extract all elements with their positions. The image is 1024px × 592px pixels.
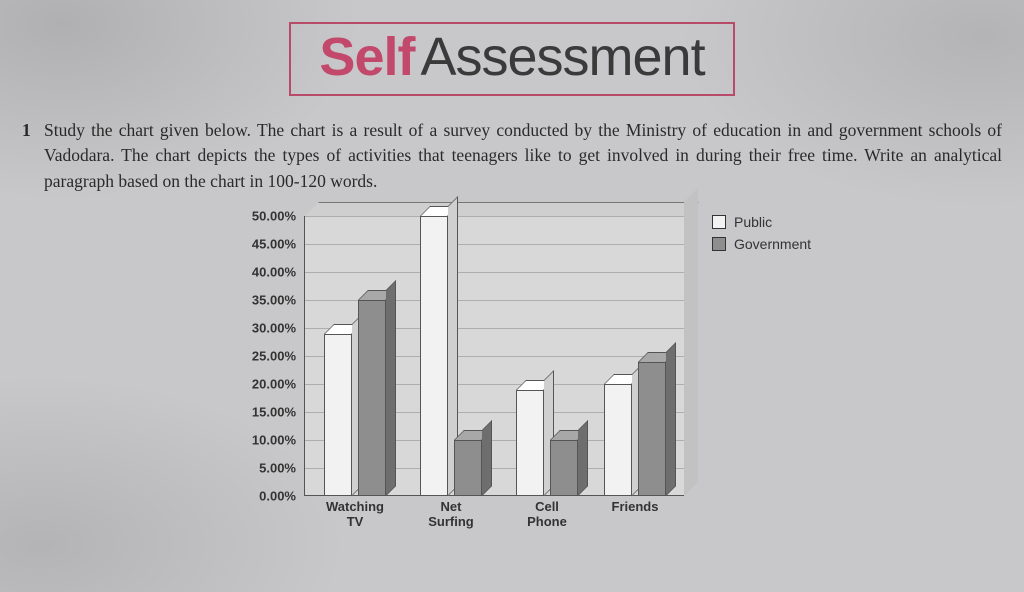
y-axis-labels: 0.00%5.00%10.00%15.00%20.00%25.00%30.00%… — [232, 216, 300, 496]
y-tick-label: 20.00% — [252, 377, 296, 392]
x-tick-label: Cell Phone — [510, 500, 584, 530]
chart-legend: Public Government — [712, 214, 811, 258]
y-tick-label: 10.00% — [252, 433, 296, 448]
question-number: 1 — [22, 118, 36, 194]
y-tick-label: 25.00% — [252, 349, 296, 364]
bar-public-0 — [324, 334, 352, 496]
bar-public-2 — [516, 390, 544, 496]
y-tick-label: 50.00% — [252, 209, 296, 224]
bar-government-2 — [550, 440, 578, 496]
y-tick-label: 35.00% — [252, 293, 296, 308]
x-tick-label: Watching TV — [318, 500, 392, 530]
y-tick-label: 45.00% — [252, 237, 296, 252]
legend-label-public: Public — [734, 214, 772, 230]
title-box: SelfAssessment — [289, 22, 734, 96]
x-tick-label: Net Surfing — [414, 500, 488, 530]
title-word-assessment: Assessment — [420, 27, 704, 87]
legend-swatch-public — [712, 215, 726, 229]
x-tick-label: Friends — [598, 500, 672, 515]
question-block: 1 Study the chart given below. The chart… — [22, 118, 1002, 194]
legend-item-public: Public — [712, 214, 811, 230]
title-word-self: Self — [319, 27, 414, 87]
activities-chart: 0.00% 5.00% 10.00% 15.00% 20.00% 25.00% 30.00%… — [232, 208, 872, 548]
page-title-wrap: SelfAssessment — [22, 22, 1002, 96]
y-tick-label: 30.00% — [252, 321, 296, 336]
chart-bars — [304, 216, 684, 496]
y-tick-label: 15.00% — [252, 405, 296, 420]
y-tick-label: 0.00% — [259, 489, 296, 504]
y-tick-label: 5.00% — [259, 461, 296, 476]
bar-government-0 — [358, 300, 386, 496]
question-text: Study the chart given below. The chart i… — [44, 118, 1002, 194]
legend-label-government: Government — [734, 236, 811, 252]
bar-government-1 — [454, 440, 482, 496]
y-tick-label: 40.00% — [252, 265, 296, 280]
bar-public-3 — [604, 384, 632, 496]
bar-government-3 — [638, 362, 666, 496]
legend-swatch-government — [712, 237, 726, 251]
legend-item-government: Government — [712, 236, 811, 252]
bar-public-1 — [420, 216, 448, 496]
